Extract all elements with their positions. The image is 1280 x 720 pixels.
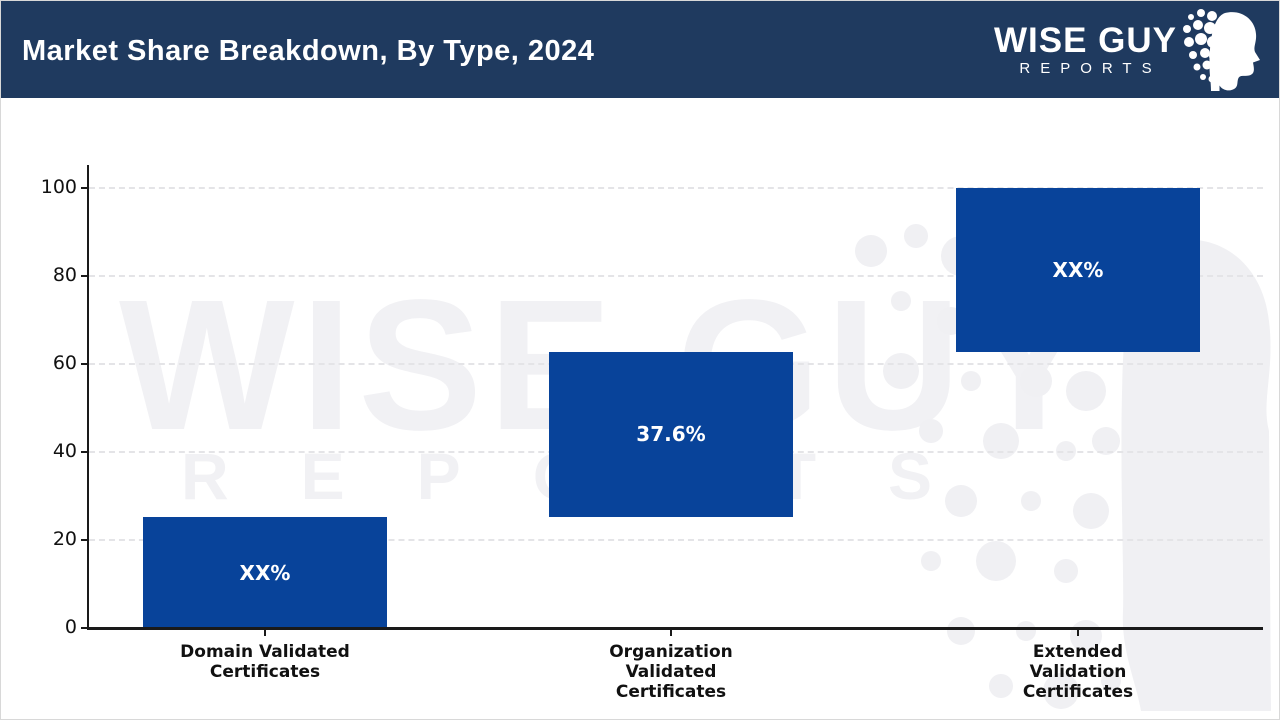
y-tick-mark (81, 363, 89, 365)
y-tick-mark (81, 627, 89, 629)
x-tick-mark (264, 629, 266, 636)
bar: 37.6% (549, 351, 793, 518)
gridline (89, 275, 1263, 277)
header-bar: Market Share Breakdown, By Type, 2024 WI… (1, 1, 1279, 98)
y-tick-mark (81, 275, 89, 277)
logo-head-icon (1183, 9, 1260, 91)
bar: XX% (143, 517, 387, 628)
category-label: Extended Validation Certificates (1022, 642, 1134, 702)
bar-value-label: XX% (1052, 257, 1104, 282)
y-tick-mark (81, 187, 89, 189)
gridline (89, 187, 1263, 189)
category-label: Organization Validated Certificates (609, 642, 733, 702)
y-tick-label: 0 (64, 616, 77, 638)
logo-subtitle: REPORTS (1019, 60, 1162, 77)
page-title: Market Share Breakdown, By Type, 2024 (22, 35, 595, 67)
bar-value-label: 37.6% (636, 422, 706, 447)
bar: XX% (956, 188, 1200, 352)
y-tick-label: 100 (40, 176, 77, 198)
y-tick-label: 40 (52, 440, 77, 462)
x-axis-spine (87, 627, 1263, 630)
logo-wordmark: WISE GUY (993, 21, 1177, 60)
y-axis-spine (87, 165, 89, 630)
y-tick-mark (81, 539, 89, 541)
x-tick-mark (670, 629, 672, 636)
bar-value-label: XX% (239, 560, 291, 585)
gridline (89, 539, 1263, 541)
y-tick-mark (81, 451, 89, 453)
category-label: Domain Validated Certificates (180, 642, 350, 682)
x-tick-mark (1077, 629, 1079, 636)
wiseguy-logo: WISE GUY REPORTS (994, 9, 1265, 91)
y-tick-label: 80 (52, 264, 77, 286)
y-tick-label: 20 (52, 528, 77, 550)
y-tick-label: 60 (52, 352, 77, 374)
